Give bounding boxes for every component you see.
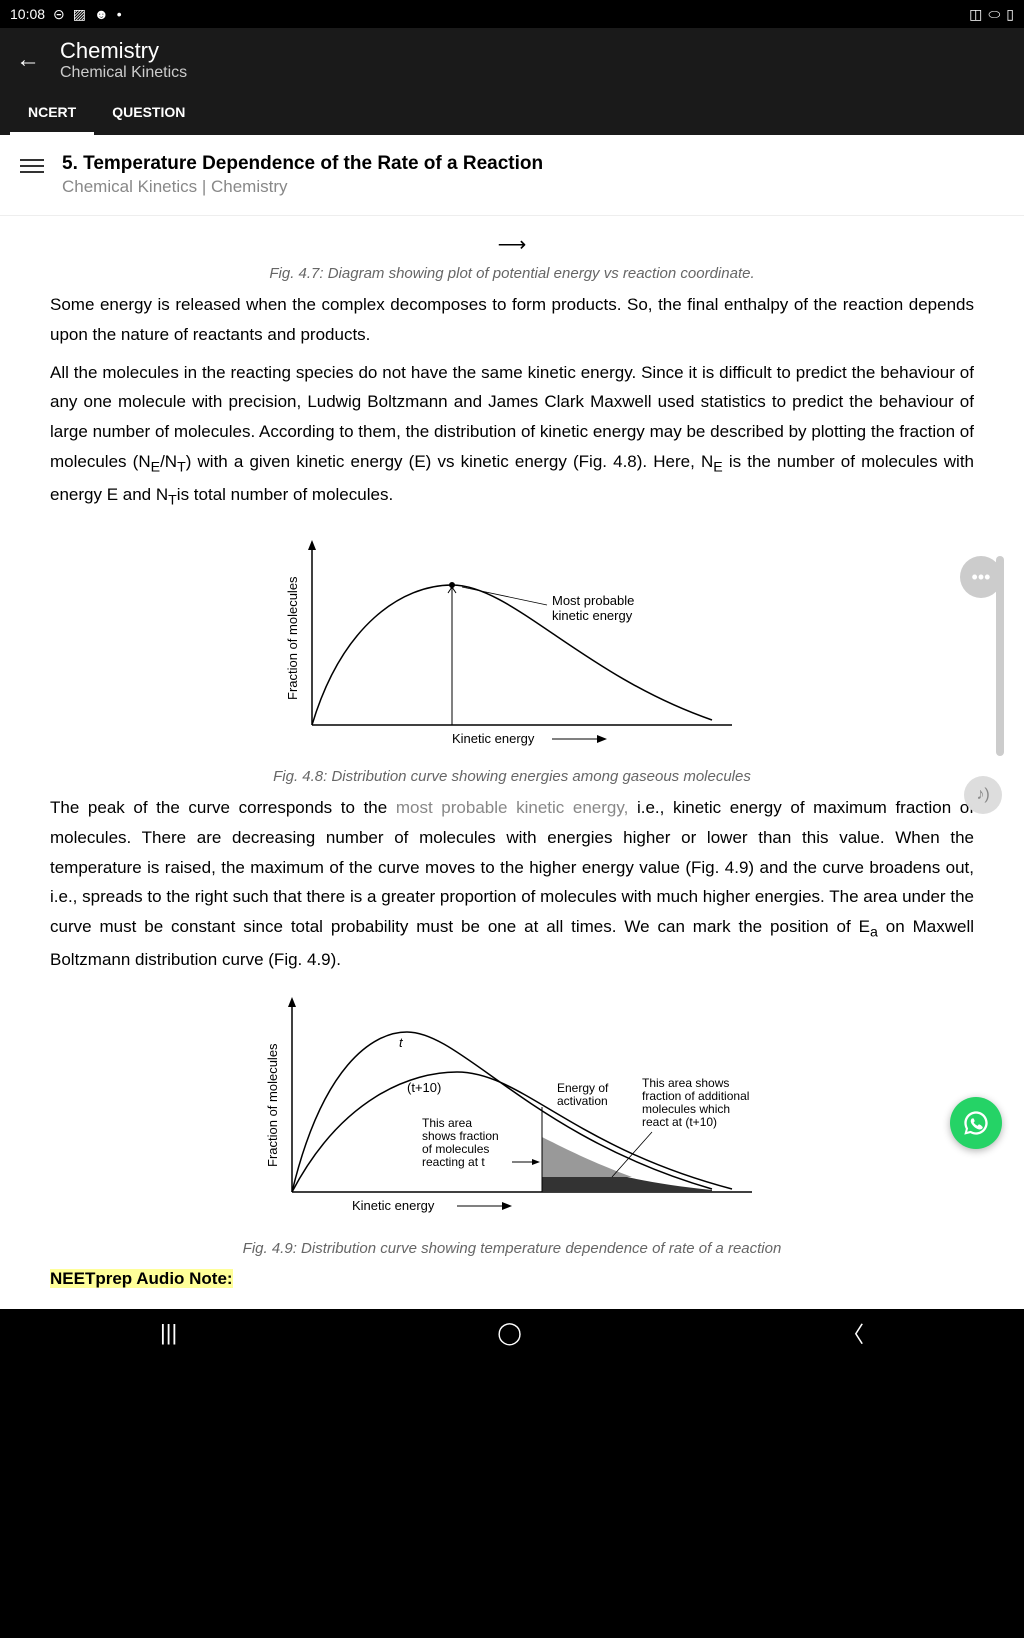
tab-question[interactable]: QUESTION	[94, 92, 203, 135]
whatsapp-button[interactable]	[950, 1097, 1002, 1149]
svg-text:kinetic energy: kinetic energy	[552, 608, 633, 623]
tabs: NCERT QUESTION	[0, 92, 1024, 135]
status-time: 10:08	[10, 6, 45, 22]
paragraph-2: All the molecules in the reacting specie…	[50, 358, 974, 514]
battery-icon: ▯	[1006, 6, 1014, 23]
svg-text:t: t	[399, 1035, 404, 1050]
svg-text:reacting at t: reacting at t	[422, 1155, 485, 1169]
nav-back-button[interactable]: 〈	[842, 1317, 864, 1349]
svg-text:Fraction of molecules: Fraction of molecules	[265, 1043, 280, 1167]
svg-text:Fraction of molecules: Fraction of molecules	[285, 576, 300, 700]
status-icon: ◫	[969, 6, 982, 23]
nav-recent-button[interactable]: |||	[160, 1320, 177, 1346]
back-button[interactable]: ←	[16, 46, 40, 74]
svg-text:activation: activation	[557, 1094, 608, 1108]
highlight-term: most probable kinetic energy,	[396, 798, 628, 817]
svg-text:of molecules: of molecules	[422, 1142, 489, 1156]
header-subtitle: Chemical Kinetics	[60, 64, 187, 82]
status-bar: 10:08 ⊝ ▨ ☻ • ◫ ⬭ ▯	[0, 0, 1024, 28]
content-body: ⟶ Fig. 4.7: Diagram showing plot of pote…	[0, 216, 1024, 1309]
chart-49: t (t+10) Energy of activation This area …	[50, 987, 974, 1232]
svg-text:Kinetic energy: Kinetic energy	[452, 731, 535, 746]
svg-text:This area shows: This area shows	[642, 1076, 729, 1090]
svg-text:shows fraction: shows fraction	[422, 1129, 499, 1143]
nav-bar: ||| ◯ 〈	[0, 1309, 1024, 1357]
arrow-icon: ⟶	[50, 232, 974, 257]
wifi-icon: ⬭	[988, 6, 1000, 23]
menu-icon[interactable]	[20, 159, 44, 173]
audio-button[interactable]: ♪)	[964, 776, 1002, 814]
status-icon: ☻	[94, 6, 109, 22]
fig-caption-49: Fig. 4.9: Distribution curve showing tem…	[50, 1240, 974, 1257]
status-icon: ⊝	[53, 6, 65, 23]
svg-text:This area: This area	[422, 1116, 472, 1130]
tab-ncert[interactable]: NCERT	[10, 92, 94, 135]
section-breadcrumb: Chemical Kinetics | Chemistry	[62, 177, 543, 197]
paragraph-3: The peak of the curve corresponds to the…	[50, 793, 974, 975]
app-header: ← Chemistry Chemical Kinetics	[0, 28, 1024, 92]
section-header: 5. Temperature Dependence of the Rate of…	[0, 135, 1024, 216]
svg-text:Kinetic energy: Kinetic energy	[352, 1198, 435, 1213]
fig-caption-48: Fig. 4.8: Distribution curve showing ene…	[50, 768, 974, 785]
svg-text:fraction of additional: fraction of additional	[642, 1089, 749, 1103]
svg-text:(t+10): (t+10)	[407, 1080, 441, 1095]
nav-home-button[interactable]: ◯	[497, 1320, 522, 1346]
audio-note-label: NEETprep Audio Note:	[50, 1269, 233, 1288]
fig-caption-47: Fig. 4.7: Diagram showing plot of potent…	[50, 265, 974, 282]
status-icon: ▨	[73, 6, 86, 23]
svg-text:Energy of: Energy of	[557, 1081, 609, 1095]
status-icon: •	[117, 6, 122, 22]
svg-text:molecules which: molecules which	[642, 1102, 730, 1116]
chart48-annotation: Most probable	[552, 593, 634, 608]
section-title: 5. Temperature Dependence of the Rate of…	[62, 153, 543, 175]
svg-text:react at (t+10): react at (t+10)	[642, 1115, 717, 1129]
chart-48: Most probable kinetic energy Fraction of…	[50, 525, 974, 760]
header-title: Chemistry	[60, 38, 187, 64]
more-options-button[interactable]: •••	[960, 556, 1002, 598]
paragraph-1: Some energy is released when the complex…	[50, 290, 974, 350]
